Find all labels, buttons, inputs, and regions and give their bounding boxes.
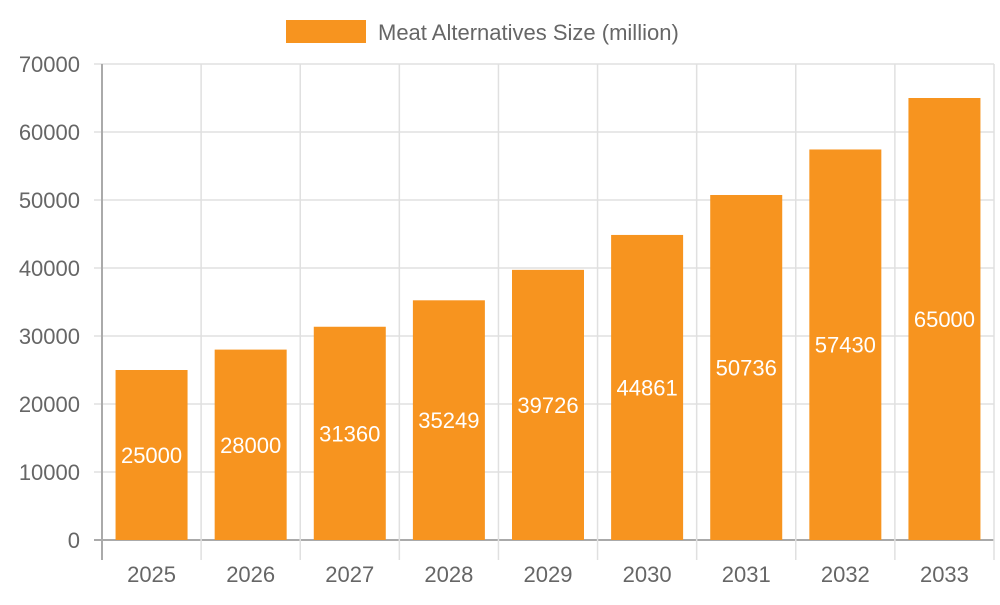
legend-label[interactable]: Meat Alternatives Size (million) xyxy=(378,20,679,45)
data-label: 65000 xyxy=(914,307,975,332)
data-label: 35249 xyxy=(418,408,479,433)
bar-2032[interactable] xyxy=(809,149,882,540)
bar-2033[interactable] xyxy=(908,98,981,540)
data-label: 39726 xyxy=(517,393,578,418)
axes: 0 10000 20000 30000 40000 50000 60000 70000 2025… xyxy=(19,52,969,587)
bar-2029[interactable] xyxy=(512,269,584,540)
data-label: 50736 xyxy=(716,355,777,380)
x-tick-label: 2031 xyxy=(722,562,771,587)
legend[interactable]: Meat Alternatives Size (million) xyxy=(286,20,679,45)
y-tick-label: 60000 xyxy=(19,120,80,145)
y-tick-label: 20000 xyxy=(19,392,80,417)
x-tick-label: 2025 xyxy=(127,562,176,587)
bar-2030[interactable] xyxy=(611,234,684,541)
data-label: 57430 xyxy=(815,333,876,358)
x-tick-label: 2026 xyxy=(226,562,275,587)
y-tick-label: 70000 xyxy=(19,52,80,77)
grid xyxy=(94,63,995,560)
bar-2031[interactable] xyxy=(710,194,783,541)
data-label: 25000 xyxy=(121,443,182,468)
data-label: 31360 xyxy=(319,421,380,446)
x-tick-label: 2028 xyxy=(424,562,473,587)
x-tick-label: 2033 xyxy=(920,562,969,587)
bar-2025[interactable] xyxy=(115,370,188,540)
data-label: 44861 xyxy=(617,375,678,400)
y-tick-label: 30000 xyxy=(19,324,80,349)
y-tick-label: 10000 xyxy=(19,460,80,485)
bar-2027[interactable] xyxy=(313,326,386,540)
legend-swatch[interactable] xyxy=(286,20,366,43)
data-label: 28000 xyxy=(220,433,281,458)
bars: 25000 28000 31360 35249 39726 44861 50736 57430… xyxy=(115,98,981,541)
y-tick-label: 0 xyxy=(68,528,80,553)
x-tick-label: 2032 xyxy=(821,562,870,587)
y-tick-label: 40000 xyxy=(19,256,80,281)
x-tick-label: 2029 xyxy=(524,562,573,587)
bar-2028[interactable] xyxy=(412,300,485,540)
y-tick-label: 50000 xyxy=(19,188,80,213)
x-tick-label: 2027 xyxy=(325,562,374,587)
x-tick-label: 2030 xyxy=(623,562,672,587)
bar-2026[interactable] xyxy=(214,349,287,540)
